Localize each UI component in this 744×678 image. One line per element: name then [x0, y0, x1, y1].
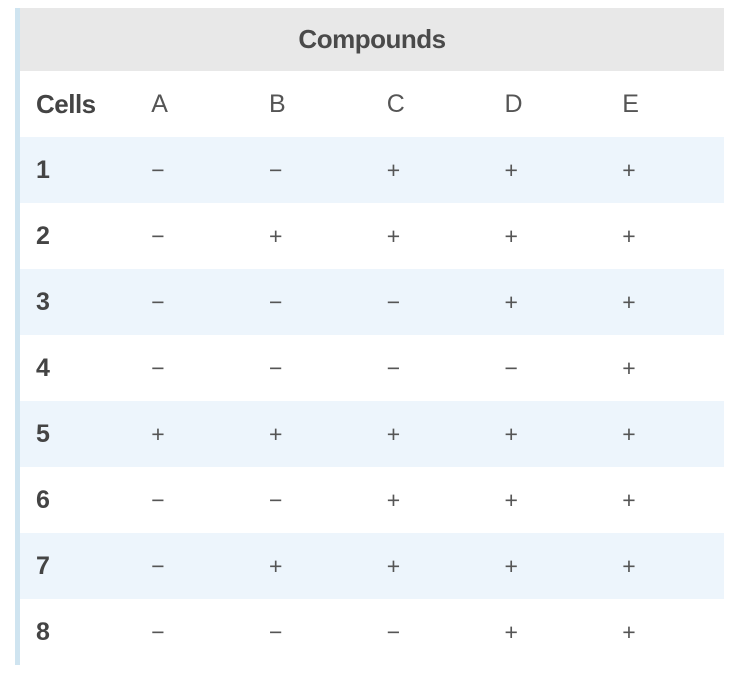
column-header-e: E	[622, 89, 639, 118]
value-cell: +	[622, 354, 636, 381]
value-cell: −	[151, 354, 165, 381]
value-cell: +	[504, 420, 518, 447]
table-row: 6 − − + + +	[18, 467, 725, 533]
table-row: 7 − + + + +	[17, 533, 724, 599]
table-row: 8 − − − + +	[18, 599, 725, 665]
value-cell: −	[151, 288, 165, 315]
value-cell: +	[386, 222, 400, 249]
table-title-row: Compounds	[17, 8, 724, 71]
table-row: 2 − + + + +	[18, 203, 725, 269]
value-cell: +	[622, 288, 636, 315]
value-cell: −	[386, 288, 400, 315]
value-cell: +	[269, 420, 282, 447]
compounds-table: Compounds Cells A B C D E 1 − − + +	[15, 8, 724, 665]
value-cell: +	[622, 222, 636, 249]
value-cell: +	[386, 486, 400, 513]
table-title: Compounds	[17, 8, 724, 71]
row-label: 3	[36, 287, 50, 316]
value-cell: −	[269, 618, 282, 645]
value-cell: +	[622, 552, 636, 579]
table-row: 1 − − + + +	[17, 137, 724, 203]
value-cell: +	[622, 156, 636, 183]
value-cell: +	[504, 156, 518, 183]
row-label: 2	[36, 221, 50, 250]
table-header-row: Cells A B C D E	[18, 71, 725, 137]
value-cell: −	[269, 486, 282, 513]
value-cell: −	[386, 354, 400, 381]
column-header-b: B	[269, 89, 286, 118]
value-cell: −	[151, 486, 165, 513]
value-cell: +	[504, 552, 518, 579]
row-label: 4	[36, 353, 50, 382]
value-cell: −	[151, 618, 165, 645]
table-row: 3 − − − + +	[17, 269, 724, 335]
value-cell: +	[622, 618, 636, 645]
value-cell: +	[269, 222, 282, 249]
row-label: 5	[36, 419, 50, 448]
value-cell: +	[386, 552, 400, 579]
table-row: 5 + + + + +	[17, 401, 724, 467]
column-header-d: D	[504, 89, 523, 118]
value-cell: −	[151, 156, 165, 183]
value-cell: −	[269, 354, 282, 381]
value-cell: +	[269, 552, 282, 579]
value-cell: −	[386, 618, 400, 645]
value-cell: +	[386, 420, 400, 447]
value-cell: −	[269, 288, 282, 315]
value-cell: +	[151, 420, 165, 447]
row-label: 7	[36, 551, 50, 580]
table-row: 4 − − − − +	[18, 335, 725, 401]
value-cell: +	[504, 486, 518, 513]
value-cell: +	[504, 618, 518, 645]
value-cell: +	[504, 222, 518, 249]
value-cell: −	[269, 156, 282, 183]
row-label: 8	[36, 617, 50, 646]
compounds-table-container: Compounds Cells A B C D E 1 − − + +	[15, 8, 724, 665]
value-cell: −	[504, 354, 518, 381]
value-cell: +	[622, 486, 636, 513]
value-cell: −	[151, 552, 165, 579]
column-header-cells: Cells	[36, 88, 96, 119]
row-label: 6	[36, 485, 50, 514]
value-cell: +	[504, 288, 518, 315]
value-cell: +	[386, 156, 400, 183]
column-header-c: C	[386, 89, 405, 118]
value-cell: +	[622, 420, 636, 447]
value-cell: −	[151, 222, 165, 249]
column-header-a: A	[151, 89, 168, 118]
row-label: 1	[36, 155, 50, 184]
